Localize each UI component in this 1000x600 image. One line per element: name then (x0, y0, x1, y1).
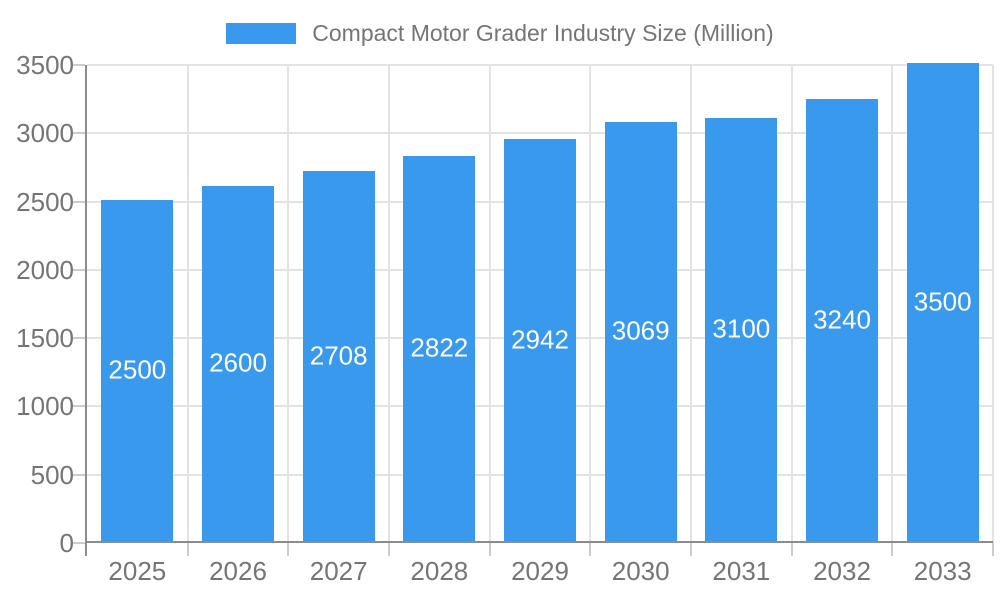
bar-value-label: 2822 (410, 332, 469, 363)
bar-2028[interactable]: 2822 (403, 155, 476, 541)
x-axis-tick (690, 543, 692, 556)
x-tick-label: 2032 (813, 556, 871, 586)
y-tick-label: 1000 (16, 391, 74, 422)
y-axis-tick (73, 473, 85, 476)
plot-area: 2500 2600 2708 2822 2942 3069 3100 3240 3500 (73, 63, 994, 556)
y-tick-label: 2500 (16, 186, 74, 217)
y-axis-tick (73, 268, 85, 271)
bar-value-label: 2600 (209, 347, 267, 378)
x-tick-label: 2028 (410, 556, 469, 586)
y-axis-line (85, 65, 87, 556)
legend[interactable]: Compact Motor Grader Industry Size (Mill… (0, 20, 1000, 46)
x-axis-tick (790, 543, 793, 556)
x-axis-tick (891, 543, 894, 556)
bar-2025[interactable]: 2500 (101, 199, 174, 541)
bar-2029[interactable]: 2942 (504, 139, 576, 541)
legend-swatch (226, 22, 297, 44)
x-axis-tick (287, 543, 290, 556)
y-axis-tick (73, 132, 85, 135)
y-tick-label: 3500 (16, 50, 74, 80)
y-tick-label: 3000 (16, 118, 74, 149)
x-axis-line (85, 541, 993, 543)
v-gridline (690, 65, 692, 543)
x-axis-labels: 2025 2026 2027 2028 2029 2030 2031 2032 2033 (87, 556, 993, 588)
y-axis-tick (73, 337, 85, 340)
bar-value-label: 2500 (108, 354, 167, 385)
y-axis-tick (73, 200, 85, 203)
v-gridline (186, 65, 189, 543)
x-tick-label: 2030 (611, 556, 670, 586)
x-axis-tick (992, 543, 994, 556)
h-gridline (87, 64, 993, 66)
v-gridline (589, 65, 592, 543)
h-gridline (87, 132, 993, 135)
bar-value-label: 3069 (611, 315, 670, 346)
bar-value-label: 2942 (511, 324, 569, 355)
y-axis-tick (73, 542, 85, 544)
y-axis-tick (73, 405, 85, 408)
x-tick-label: 2031 (712, 556, 771, 586)
v-gridline (992, 65, 994, 543)
x-axis-tick (186, 543, 189, 556)
bar-2030[interactable]: 3069 (604, 121, 677, 541)
y-axis-labels: 0 500 1000 1500 2000 2500 3000 3500 (0, 50, 74, 558)
x-axis-tick (388, 543, 390, 556)
bar-value-label: 3240 (813, 304, 871, 335)
x-tick-label: 2026 (209, 556, 267, 586)
x-tick-label: 2025 (108, 556, 167, 586)
x-tick-label: 2027 (309, 556, 368, 586)
v-gridline (488, 65, 491, 543)
y-axis-tick (73, 64, 85, 66)
bar-value-label: 2708 (309, 340, 368, 371)
legend-label: Compact Motor Grader Industry Size (Mill… (312, 19, 774, 46)
bar-2027[interactable]: 2708 (302, 171, 375, 541)
bar-2033[interactable]: 3500 (906, 63, 979, 541)
bar-2026[interactable]: 2600 (202, 185, 274, 541)
bar-2031[interactable]: 3100 (705, 117, 778, 541)
y-tick-label: 2000 (16, 254, 74, 285)
bar-2032[interactable]: 3240 (806, 98, 878, 541)
y-tick-label: 0 (59, 528, 74, 558)
x-axis-tick (589, 543, 592, 556)
x-tick-label: 2029 (511, 556, 569, 586)
v-gridline (388, 65, 390, 543)
y-tick-label: 1500 (16, 323, 74, 354)
v-gridline (790, 65, 793, 543)
v-gridline (891, 65, 894, 543)
bar-value-label: 3100 (712, 313, 771, 344)
bar-value-label: 3500 (913, 286, 972, 317)
x-tick-label: 2033 (913, 556, 972, 586)
y-tick-label: 500 (30, 459, 74, 490)
v-gridline (287, 65, 290, 543)
x-axis-tick (488, 543, 491, 556)
